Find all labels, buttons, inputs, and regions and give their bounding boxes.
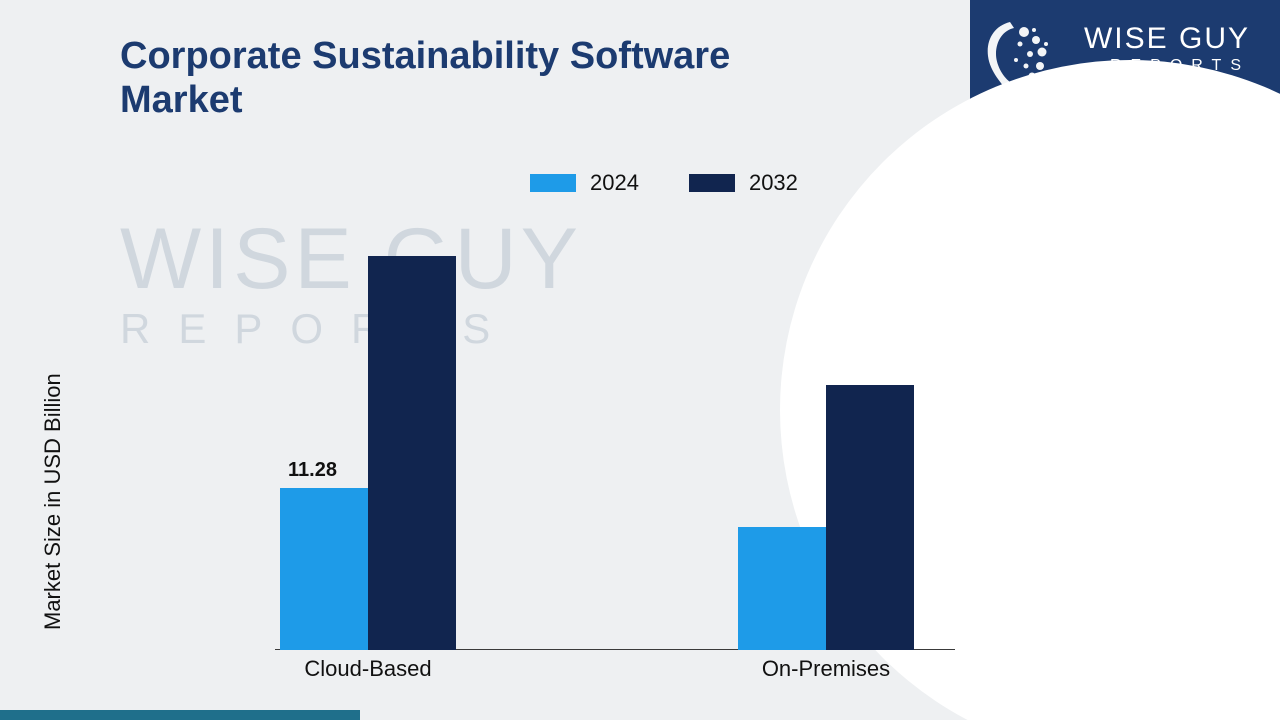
brand-line1: WISE GUY	[1084, 24, 1250, 54]
legend-swatch-2032	[689, 174, 735, 192]
x-axis-category-label: On-Premises	[716, 656, 936, 682]
bar-group	[738, 385, 914, 650]
bar-group	[280, 256, 456, 650]
x-axis-category-label: Cloud-Based	[258, 656, 478, 682]
chart-title: Corporate Sustainability Software Market	[120, 35, 840, 122]
chart-area: Market Size in USD Billion 2024 2032 11.…	[50, 160, 950, 690]
chart-canvas: WISE GUY REPORTS WISE GUY REPORTS Corpor…	[0, 0, 1280, 720]
bar	[368, 256, 456, 650]
bottom-accent-bar	[0, 710, 360, 720]
bar	[738, 527, 826, 650]
y-axis-label: Market Size in USD Billion	[40, 373, 66, 630]
legend-label-2032: 2032	[749, 170, 798, 196]
brand-head-icon	[980, 18, 1052, 100]
brand-logo: WISE GUY REPORTS	[1084, 24, 1250, 74]
legend-item-2032: 2032	[689, 170, 798, 196]
bar	[280, 488, 368, 650]
legend-swatch-2024	[530, 174, 576, 192]
legend-label-2024: 2024	[590, 170, 639, 196]
legend: 2024 2032	[530, 170, 798, 196]
plot-area: 11.28Cloud-BasedOn-Premises	[120, 220, 950, 650]
bar	[826, 385, 914, 650]
brand-line2: REPORTS	[1084, 58, 1250, 74]
legend-item-2024: 2024	[530, 170, 639, 196]
